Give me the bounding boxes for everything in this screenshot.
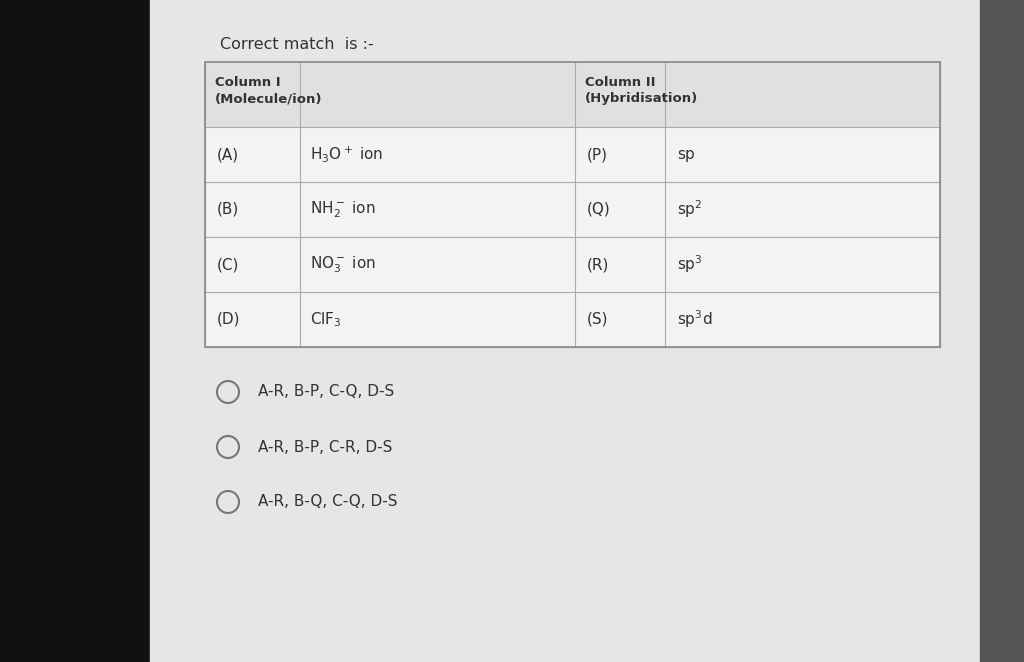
Text: (P): (P) xyxy=(587,147,608,162)
Bar xyxy=(205,127,940,182)
Text: (Molecule/ion): (Molecule/ion) xyxy=(215,92,323,105)
Text: (A): (A) xyxy=(217,147,240,162)
Bar xyxy=(205,292,940,347)
Text: $\mathregular{sp^2}$: $\mathregular{sp^2}$ xyxy=(677,199,702,220)
Bar xyxy=(575,62,940,127)
Text: A-R, B-P, C-R, D-S: A-R, B-P, C-R, D-S xyxy=(258,440,392,455)
Bar xyxy=(205,62,940,347)
Text: (S): (S) xyxy=(587,312,608,327)
Text: $\mathregular{H_3O^+}$ ion: $\mathregular{H_3O^+}$ ion xyxy=(310,144,383,164)
Bar xyxy=(980,0,1024,662)
Bar xyxy=(150,0,1024,662)
Text: $\mathregular{NH_2^-}$ ion: $\mathregular{NH_2^-}$ ion xyxy=(310,199,376,220)
Bar xyxy=(205,62,575,127)
Text: Column II: Column II xyxy=(585,76,655,89)
Text: $\mathregular{sp^3d}$: $\mathregular{sp^3d}$ xyxy=(677,308,713,330)
Text: $\mathregular{NO_3^-}$ ion: $\mathregular{NO_3^-}$ ion xyxy=(310,254,376,275)
Text: (C): (C) xyxy=(217,257,240,272)
Text: Column I: Column I xyxy=(215,76,281,89)
Text: (D): (D) xyxy=(217,312,241,327)
Text: $\mathregular{ClF_3}$: $\mathregular{ClF_3}$ xyxy=(310,310,342,329)
Text: A-R, B-Q, C-Q, D-S: A-R, B-Q, C-Q, D-S xyxy=(258,495,397,510)
Text: Correct match  is :-: Correct match is :- xyxy=(220,37,374,52)
Text: $\mathregular{sp^3}$: $\mathregular{sp^3}$ xyxy=(677,254,702,275)
Bar xyxy=(205,182,940,237)
Text: (B): (B) xyxy=(217,202,240,217)
Bar xyxy=(205,62,940,347)
Bar xyxy=(0,0,150,662)
Text: (R): (R) xyxy=(587,257,609,272)
Text: (Hybridisation): (Hybridisation) xyxy=(585,92,698,105)
Text: A-R, B-P, C-Q, D-S: A-R, B-P, C-Q, D-S xyxy=(258,385,394,399)
Bar xyxy=(205,237,940,292)
Text: sp: sp xyxy=(677,147,694,162)
Text: (Q): (Q) xyxy=(587,202,610,217)
